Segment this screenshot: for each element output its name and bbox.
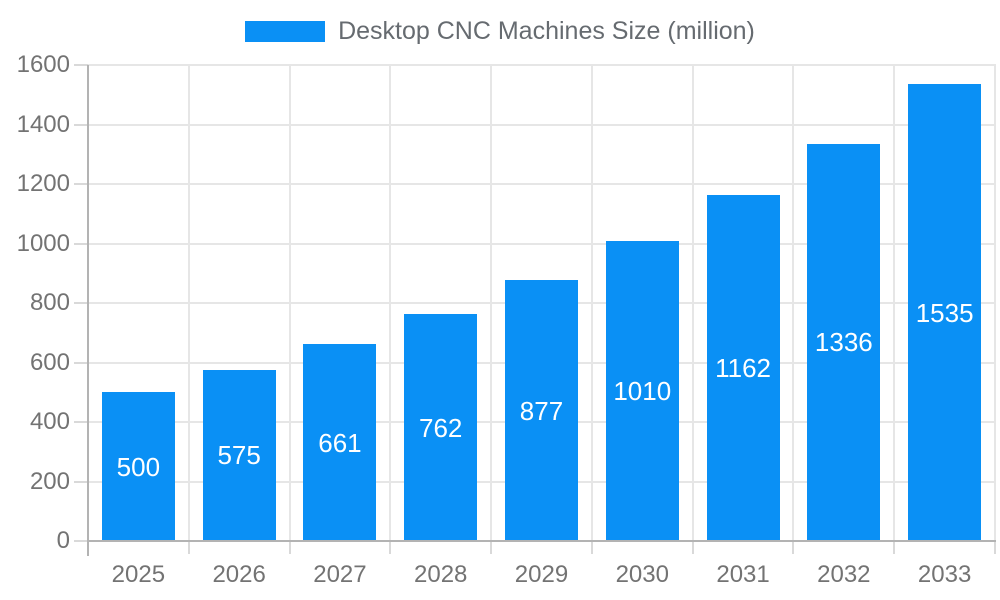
- x-axis-label: 2026: [212, 561, 266, 588]
- y-axis-tick: [74, 183, 88, 185]
- bar[interactable]: [908, 84, 982, 541]
- y-gridline: [88, 64, 996, 66]
- y-axis-tick: [74, 421, 88, 423]
- x-axis-tick: [691, 542, 694, 554]
- bar[interactable]: [101, 392, 175, 541]
- x-gridline: [590, 65, 593, 541]
- bar-value-label: 1010: [613, 375, 672, 406]
- y-axis-tick: [74, 123, 88, 126]
- x-axis-line: [87, 540, 996, 542]
- x-axis-label: 2028: [414, 561, 468, 588]
- bar[interactable]: [202, 369, 276, 541]
- y-gridline: [88, 123, 996, 126]
- y-axis-label: 1400: [16, 110, 70, 138]
- x-gridline: [691, 65, 694, 541]
- x-axis-tick: [792, 542, 795, 554]
- x-gridline: [792, 65, 795, 541]
- x-gridline: [490, 65, 493, 541]
- bar-value-label: 661: [318, 427, 362, 458]
- y-axis-label: 1000: [16, 229, 70, 257]
- y-axis-tick: [74, 480, 88, 483]
- x-axis-tick: [389, 542, 392, 554]
- y-gridline: [88, 183, 996, 185]
- y-axis-label: 1200: [16, 170, 70, 197]
- y-axis-line: [87, 65, 89, 556]
- x-axis-label: 2029: [514, 561, 569, 588]
- x-axis-label: 2030: [615, 561, 669, 588]
- bar[interactable]: [605, 240, 679, 541]
- bar-value-label: 500: [116, 451, 161, 482]
- x-gridline: [994, 65, 996, 541]
- bar[interactable]: [505, 280, 578, 541]
- x-gridline: [893, 65, 896, 541]
- bar[interactable]: [303, 344, 377, 541]
- x-gridline: [288, 65, 291, 541]
- x-axis-tick: [994, 542, 996, 554]
- x-gridline: [389, 65, 392, 541]
- bar[interactable]: [807, 143, 881, 541]
- y-axis-label: 600: [29, 348, 70, 376]
- x-axis-tick: [590, 542, 593, 554]
- y-axis-label: 800: [29, 289, 70, 316]
- bar[interactable]: [404, 314, 478, 541]
- y-axis-tick: [74, 361, 88, 364]
- bar-value-label: 877: [519, 395, 564, 426]
- y-axis-label: 0: [56, 527, 70, 554]
- y-axis-label: 400: [29, 408, 70, 435]
- x-axis-label: 2032: [817, 561, 871, 588]
- y-axis-label: 1600: [16, 51, 70, 78]
- bar[interactable]: [706, 195, 780, 541]
- bar-value-label: 1535: [915, 297, 974, 328]
- legend[interactable]: Desktop CNC Machines Size (million): [0, 17, 1000, 46]
- y-axis-label: 200: [29, 467, 70, 495]
- y-gridline: [88, 242, 996, 245]
- x-axis-tick: [893, 542, 896, 554]
- x-axis-tick: [187, 542, 190, 554]
- x-axis-label: 2031: [716, 561, 770, 588]
- x-axis-tick: [288, 542, 291, 554]
- bar-value-label: 1162: [715, 353, 771, 384]
- x-axis-label: 2025: [111, 561, 166, 588]
- x-gridline: [187, 65, 190, 541]
- bar-value-label: 762: [419, 412, 463, 443]
- bar-value-label: 1336: [814, 327, 873, 358]
- legend-label: Desktop CNC Machines Size (million): [338, 17, 755, 45]
- y-axis-tick: [74, 242, 88, 245]
- y-axis-tick: [74, 540, 88, 542]
- y-axis-tick: [74, 302, 88, 304]
- bar-value-label: 575: [217, 440, 261, 471]
- x-axis-label: 2027: [313, 561, 367, 588]
- x-axis-tick: [490, 542, 493, 554]
- legend-swatch-icon: [245, 21, 326, 42]
- y-axis-tick: [74, 64, 88, 66]
- x-axis-label: 2033: [917, 561, 972, 588]
